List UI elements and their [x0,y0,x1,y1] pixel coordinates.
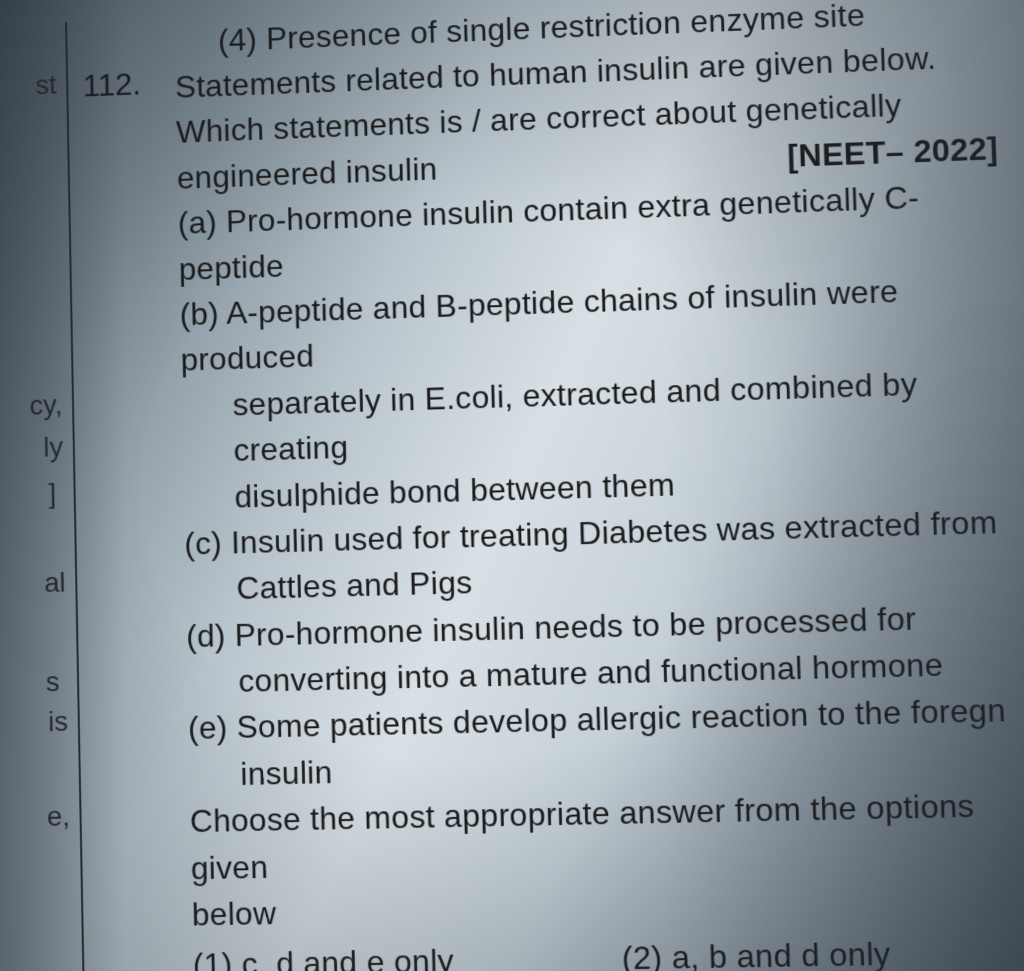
margin-text-bracket: ] [48,478,56,510]
margin-text-cy: cy, [29,389,62,421]
margin-column: st cy, ly ] al s is e, [0,22,85,971]
question-number: 112. [82,66,141,104]
option-1: (1) c, d and e only [192,935,605,971]
margin-text-al: al [44,567,66,599]
choose-line-1: Choose the most appropriate answer from … [190,782,1024,892]
exam-tag: [NEET– 2022] [787,125,999,179]
margin-text-is: is [48,706,68,738]
margin-text-e: e, [47,800,70,832]
margin-text-ly: ly [43,431,63,463]
margin-text-s: s [46,666,60,698]
question-content: (4) Presence of single restriction enzym… [86,0,1024,971]
margin-text-st: st [35,69,57,101]
option-2: (2) a, b and d only [621,928,1024,971]
